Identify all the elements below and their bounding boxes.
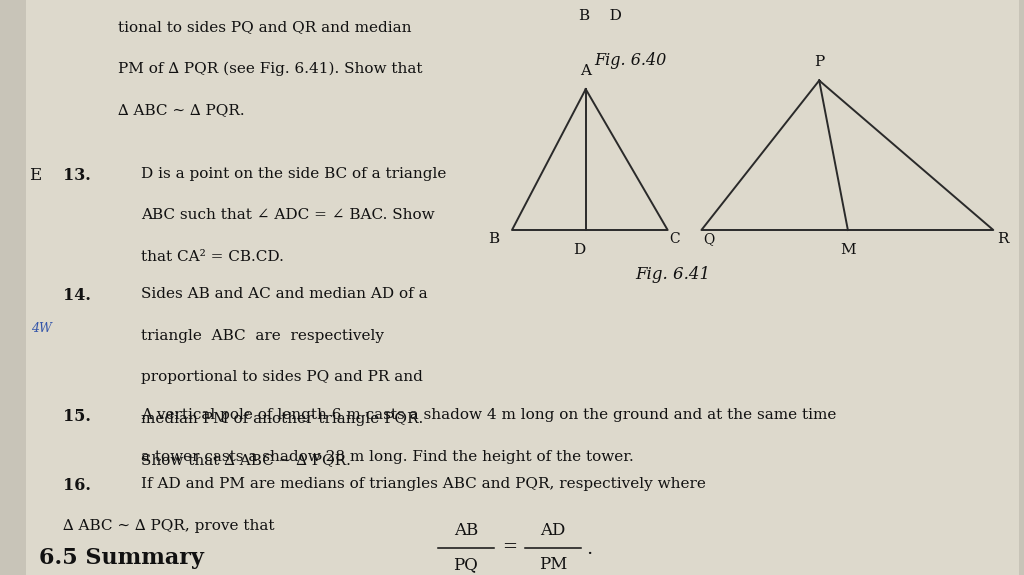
Text: P: P [814, 55, 824, 69]
Text: AD: AD [541, 522, 565, 539]
Text: 13.: 13. [63, 167, 91, 184]
Text: ∆ ABC ∼ ∆ PQR, prove that: ∆ ABC ∼ ∆ PQR, prove that [63, 519, 275, 532]
Text: B    D: B D [579, 9, 622, 22]
Text: R: R [997, 232, 1009, 246]
Text: PM: PM [539, 556, 567, 573]
Text: M: M [840, 243, 856, 256]
Text: Q: Q [703, 232, 715, 246]
Text: D is a point on the side BC of a triangle: D is a point on the side BC of a triangl… [141, 167, 446, 181]
Text: tional to sides PQ and QR and median: tional to sides PQ and QR and median [118, 20, 412, 34]
Text: Fig. 6.40: Fig. 6.40 [594, 52, 667, 69]
Text: E: E [29, 167, 41, 184]
Text: D: D [573, 243, 586, 256]
Text: ABC such that ∠ ADC = ∠ BAC. Show: ABC such that ∠ ADC = ∠ BAC. Show [141, 208, 435, 222]
Text: 16.: 16. [63, 477, 91, 494]
Text: .: . [586, 540, 592, 558]
Text: If AD and PM are medians of triangles ABC and PQR, respectively where: If AD and PM are medians of triangles AB… [141, 477, 707, 491]
Text: A vertical pole of length 6 m casts a shadow 4 m long on the ground and at the s: A vertical pole of length 6 m casts a sh… [141, 408, 837, 422]
Text: median PM of another triangle PQR.: median PM of another triangle PQR. [141, 412, 424, 426]
Text: 4W: 4W [31, 322, 51, 335]
Text: PQ: PQ [454, 556, 478, 573]
FancyBboxPatch shape [26, 0, 1019, 575]
Text: a tower casts a shadow 28 m long. Find the height of the tower.: a tower casts a shadow 28 m long. Find t… [141, 450, 634, 463]
Text: Sides AB and AC and median AD of a: Sides AB and AC and median AD of a [141, 288, 428, 301]
Text: proportional to sides PQ and PR and: proportional to sides PQ and PR and [141, 370, 423, 384]
Text: A: A [581, 64, 591, 78]
Text: B: B [488, 232, 500, 246]
Text: Fig. 6.41: Fig. 6.41 [635, 266, 710, 283]
Text: PM of ∆ PQR (see Fig. 6.41). Show that: PM of ∆ PQR (see Fig. 6.41). Show that [118, 62, 422, 76]
Text: 14.: 14. [63, 288, 91, 305]
Text: AB: AB [454, 522, 478, 539]
Text: 15.: 15. [63, 408, 91, 426]
Text: C: C [670, 232, 680, 246]
Text: ∆ ABC ∼ ∆ PQR.: ∆ ABC ∼ ∆ PQR. [118, 103, 245, 117]
Text: triangle  ABC  are  respectively: triangle ABC are respectively [141, 329, 384, 343]
Text: 6.5 Summary: 6.5 Summary [39, 547, 204, 569]
Text: that CA² = CB.CD.: that CA² = CB.CD. [141, 250, 285, 263]
Text: Show that ∆ ABC ∼ ∆ PQR.: Show that ∆ ABC ∼ ∆ PQR. [141, 453, 351, 467]
Text: =: = [502, 538, 517, 556]
